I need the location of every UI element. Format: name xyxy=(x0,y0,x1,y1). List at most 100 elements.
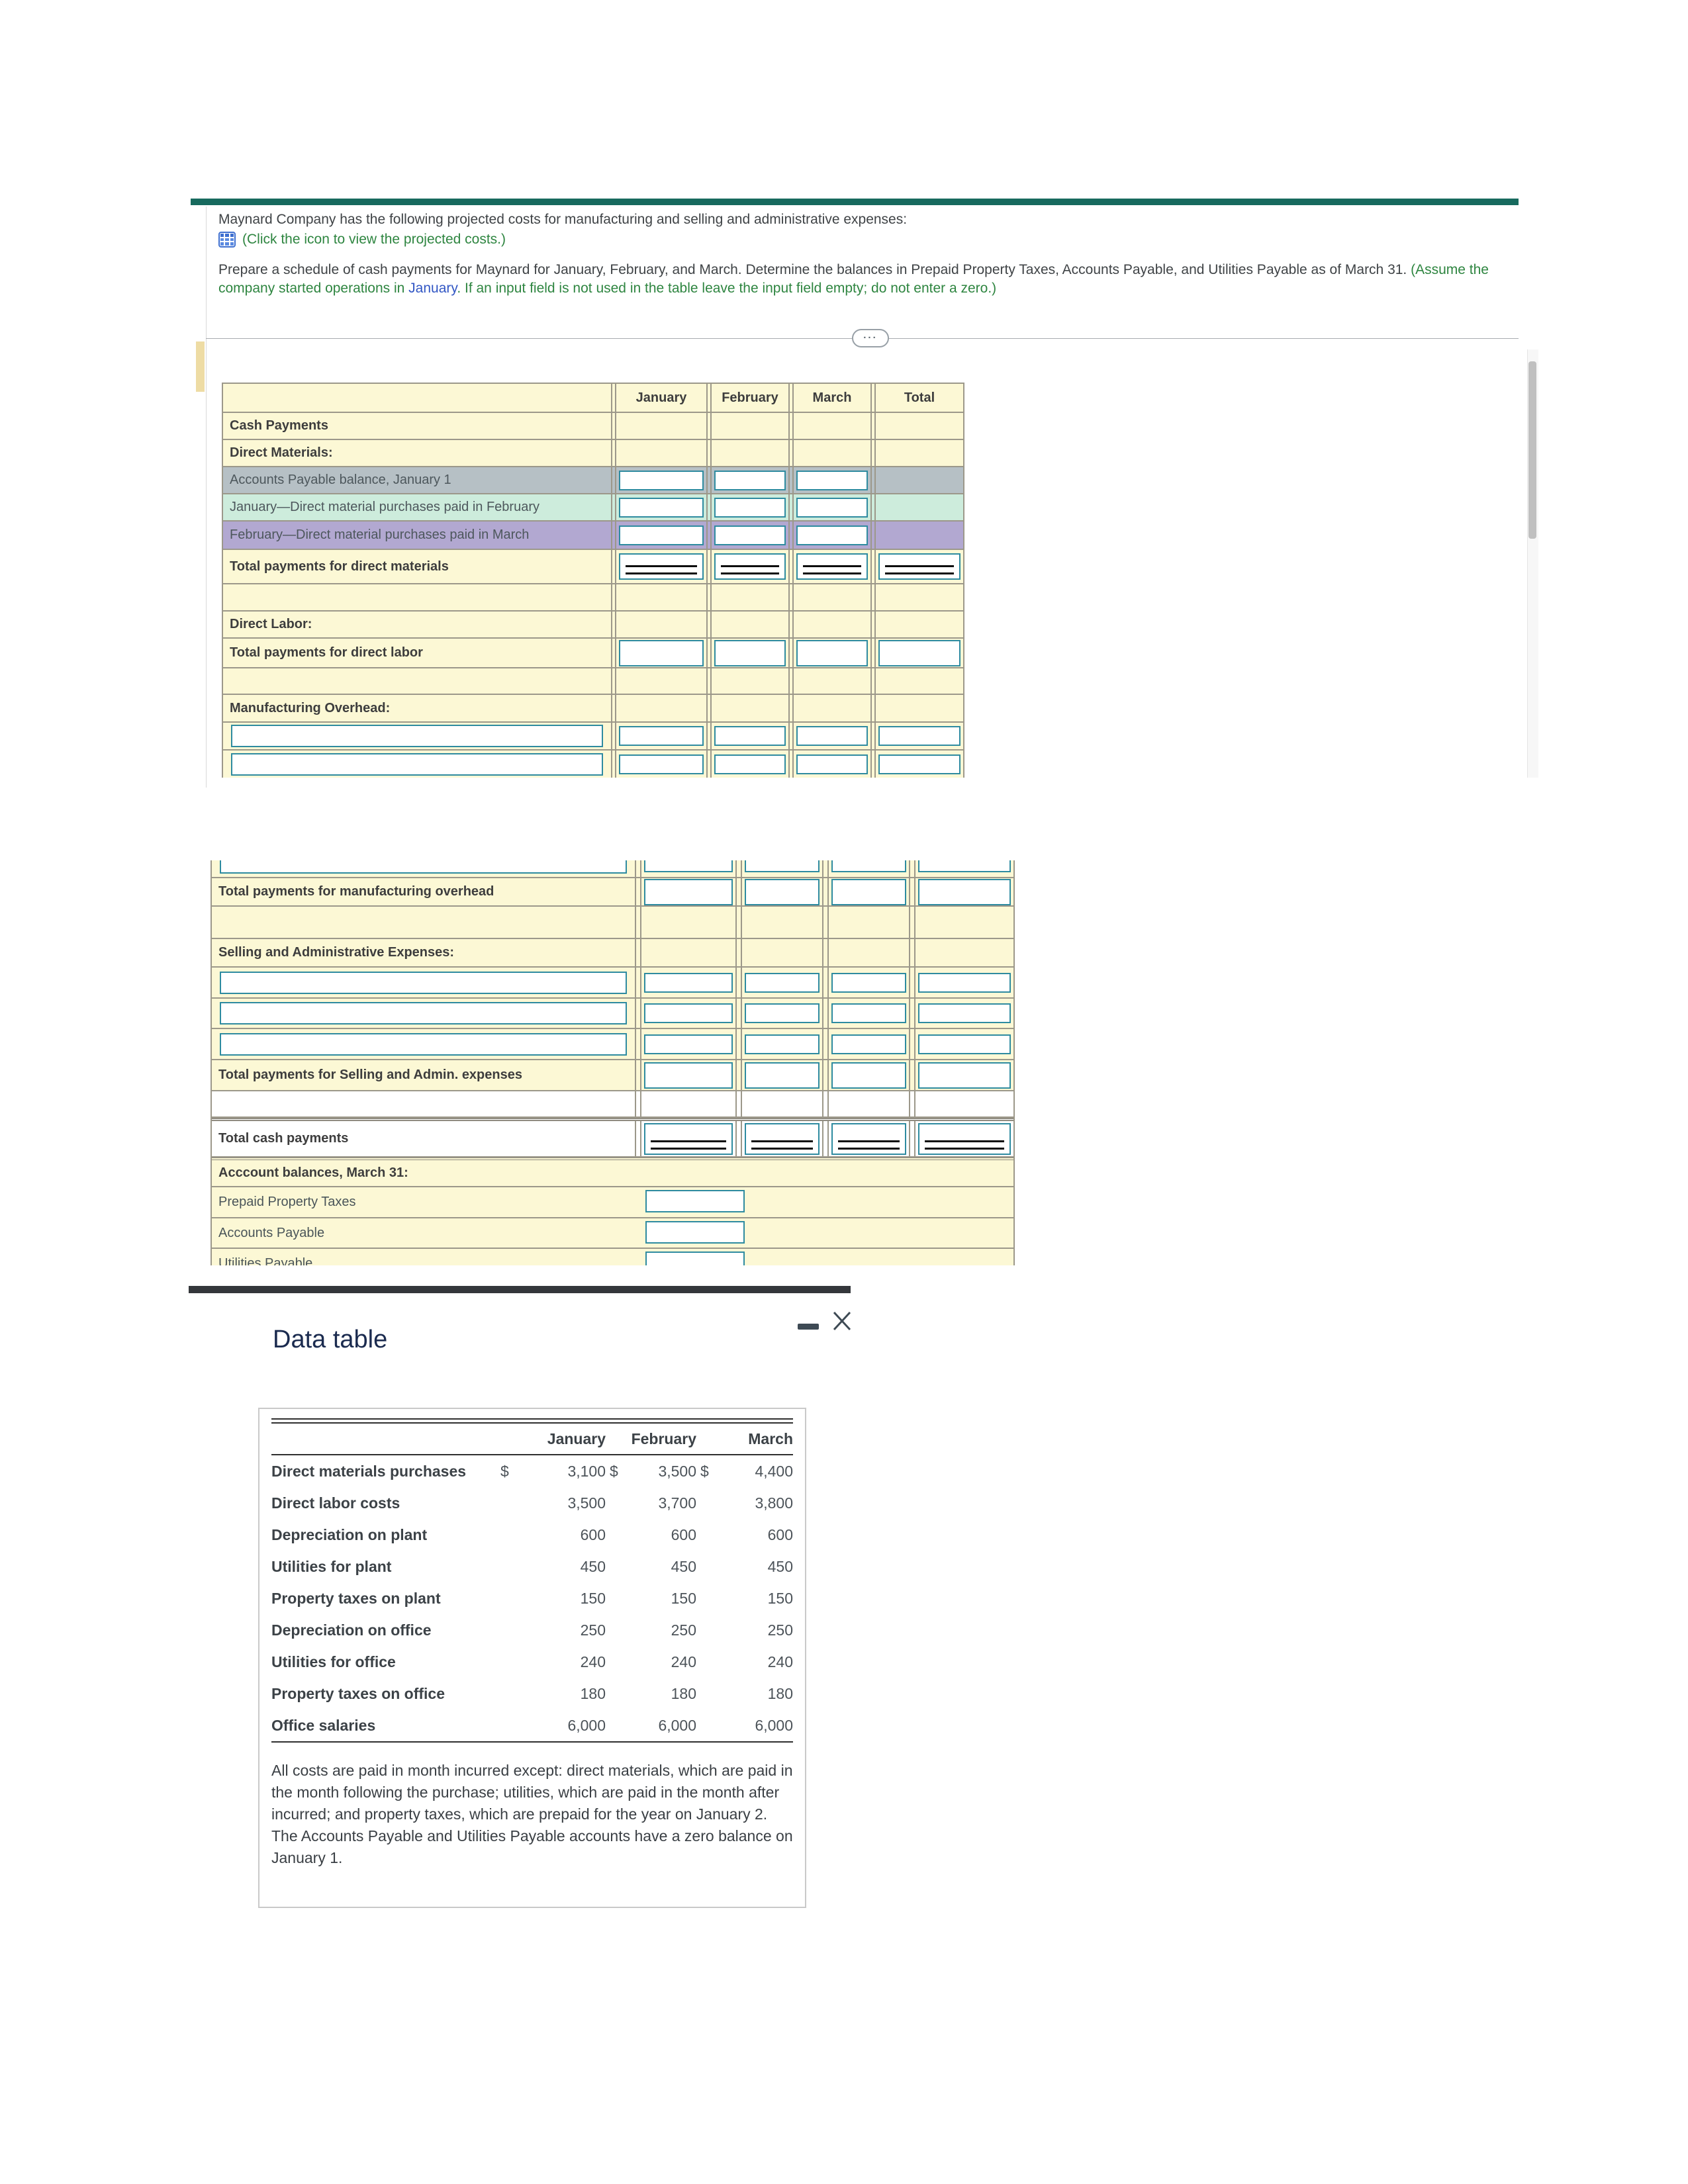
row-label-utilities-payable: Utilities Payable xyxy=(218,1256,313,1265)
data-table-icon[interactable] xyxy=(218,232,236,248)
input-totaldl-jan[interactable] xyxy=(619,639,704,666)
row-label-total-direct-labor: Total payments for direct labor xyxy=(230,645,423,660)
input-sa1-jan[interactable] xyxy=(644,972,733,993)
input-totaldm-mar[interactable] xyxy=(796,553,868,580)
input-jandm-feb[interactable] xyxy=(714,497,786,518)
input-moh1-jan[interactable] xyxy=(619,726,704,746)
input-sa2-total[interactable] xyxy=(918,1003,1011,1023)
instruction-note-start: (Assume the xyxy=(1411,262,1489,277)
input-moh2-total[interactable] xyxy=(878,754,961,774)
input-moh2b-jan[interactable] xyxy=(644,860,733,872)
input-apbal-feb[interactable] xyxy=(714,470,786,490)
blank-row xyxy=(223,668,963,695)
row-direct-materials: Direct Materials: xyxy=(223,440,963,467)
instruction-note-end: . If an input field is not used in the t… xyxy=(457,281,997,296)
input-totaldl-feb[interactable] xyxy=(714,639,786,666)
row-label-direct-labor: Direct Labor: xyxy=(230,617,312,631)
input-febdm-jan[interactable] xyxy=(619,525,704,545)
input-totalsa-total[interactable] xyxy=(918,1062,1011,1089)
input-sa2-label[interactable] xyxy=(220,1002,627,1024)
input-sa1-total[interactable] xyxy=(918,972,1011,993)
input-sa3-jan[interactable] xyxy=(644,1034,733,1054)
input-moh2b-total[interactable] xyxy=(918,860,1011,872)
input-febdm-mar[interactable] xyxy=(796,525,868,545)
row-account-balances-header: Acccount balances, March 31: xyxy=(212,1158,1013,1187)
instruction-text: Prepare a schedule of cash payments for … xyxy=(218,262,1407,277)
clipped-element-edge xyxy=(196,341,205,392)
input-moh2-mar[interactable] xyxy=(796,754,868,774)
input-moh2b-feb[interactable] xyxy=(745,860,820,872)
input-totalsa-jan[interactable] xyxy=(644,1062,733,1089)
dialog-top-bar[interactable] xyxy=(189,1286,851,1293)
input-moh2-feb[interactable] xyxy=(714,754,786,774)
table-row: Office salaries 6,000 6,000 6,000 xyxy=(271,1716,793,1734)
input-totalmoh-feb[interactable] xyxy=(745,878,820,905)
ellipsis-button[interactable]: ... xyxy=(852,329,889,347)
row-label-ap-balance: Accounts Payable balance, January 1 xyxy=(230,473,451,487)
input-sa1-mar[interactable] xyxy=(831,972,906,993)
input-febdm-feb[interactable] xyxy=(714,525,786,545)
input-totalcash-mar[interactable] xyxy=(831,1122,906,1155)
cash-payments-schedule-continued: Total payments for manufacturing overhea… xyxy=(211,860,1015,1265)
table-row: Property taxes on plant 150 150 150 xyxy=(271,1589,793,1607)
input-sa2-feb[interactable] xyxy=(745,1003,820,1023)
input-sa1-label[interactable] xyxy=(220,971,627,994)
input-totalsa-feb[interactable] xyxy=(745,1062,820,1089)
input-totalcash-total[interactable] xyxy=(918,1122,1011,1155)
input-accounts-payable[interactable] xyxy=(645,1221,745,1244)
problem-instructions: Prepare a schedule of cash payments for … xyxy=(218,261,1489,298)
input-sa3-feb[interactable] xyxy=(745,1034,820,1054)
input-utilities-payable[interactable] xyxy=(645,1251,745,1265)
row-direct-labor: Direct Labor: xyxy=(223,612,963,639)
input-jandm-mar[interactable] xyxy=(796,497,868,518)
input-totaldl-total[interactable] xyxy=(878,639,961,666)
input-sa2-jan[interactable] xyxy=(644,1003,733,1023)
input-totalmoh-mar[interactable] xyxy=(831,878,906,905)
row-prepaid-property-taxes: Prepaid Property Taxes xyxy=(212,1187,1013,1218)
view-projected-costs-link[interactable]: (Click the icon to view the projected co… xyxy=(242,232,506,247)
row-label-accounts-payable: Accounts Payable xyxy=(218,1225,325,1240)
input-moh1-feb[interactable] xyxy=(714,726,786,746)
row-label-selling-admin: Selling and Administrative Expenses: xyxy=(218,945,455,960)
input-moh1-total[interactable] xyxy=(878,726,961,746)
input-totalmoh-total[interactable] xyxy=(918,878,1011,905)
input-totalcash-jan[interactable] xyxy=(644,1122,733,1155)
data-col-february: February xyxy=(631,1430,696,1447)
minimize-icon[interactable] xyxy=(798,1324,819,1330)
input-totalsa-mar[interactable] xyxy=(831,1062,906,1089)
input-jandm-jan[interactable] xyxy=(619,497,704,518)
data-col-january: January xyxy=(547,1430,606,1447)
input-totaldm-feb[interactable] xyxy=(714,553,786,580)
input-sa3-label[interactable] xyxy=(220,1032,627,1056)
close-icon[interactable] xyxy=(830,1309,854,1333)
input-totaldm-jan[interactable] xyxy=(619,553,704,580)
input-totalcash-feb[interactable] xyxy=(745,1122,820,1155)
input-sa3-total[interactable] xyxy=(918,1034,1011,1054)
data-table-panel: January February March Direct materials … xyxy=(258,1408,806,1908)
input-apbal-jan[interactable] xyxy=(619,470,704,490)
input-totaldm-total[interactable] xyxy=(878,553,961,580)
input-moh1-label[interactable] xyxy=(231,725,603,747)
input-moh2b-label[interactable] xyxy=(220,860,627,874)
scrollbar-thumb[interactable] xyxy=(1528,361,1536,539)
january-link[interactable]: January xyxy=(408,281,457,296)
input-totaldl-mar[interactable] xyxy=(796,639,868,666)
input-moh2b-mar[interactable] xyxy=(831,860,906,872)
input-moh2-jan[interactable] xyxy=(619,754,704,774)
blank-row xyxy=(223,584,963,612)
input-totalmoh-jan[interactable] xyxy=(644,878,733,905)
row-total-manufacturing-overhead: Total payments for manufacturing overhea… xyxy=(212,878,1013,907)
currency-symbol: $ xyxy=(500,1462,509,1480)
row-label-feb-dm-paid-mar: February—Direct material purchases paid … xyxy=(230,527,530,542)
input-sa2-mar[interactable] xyxy=(831,1003,906,1023)
input-prepaid-property-taxes[interactable] xyxy=(645,1190,745,1212)
input-sa1-feb[interactable] xyxy=(745,972,820,993)
row-label-manufacturing-overhead: Manufacturing Overhead: xyxy=(230,700,391,715)
input-apbal-mar[interactable] xyxy=(796,470,868,490)
row-ap-balance: Accounts Payable balance, January 1 xyxy=(223,467,963,494)
input-moh2-label[interactable] xyxy=(231,752,603,776)
input-sa3-mar[interactable] xyxy=(831,1034,906,1054)
input-moh1-mar[interactable] xyxy=(796,726,868,746)
row-label-total-direct-materials: Total payments for direct materials xyxy=(230,559,449,574)
panel-left-border xyxy=(206,206,207,788)
